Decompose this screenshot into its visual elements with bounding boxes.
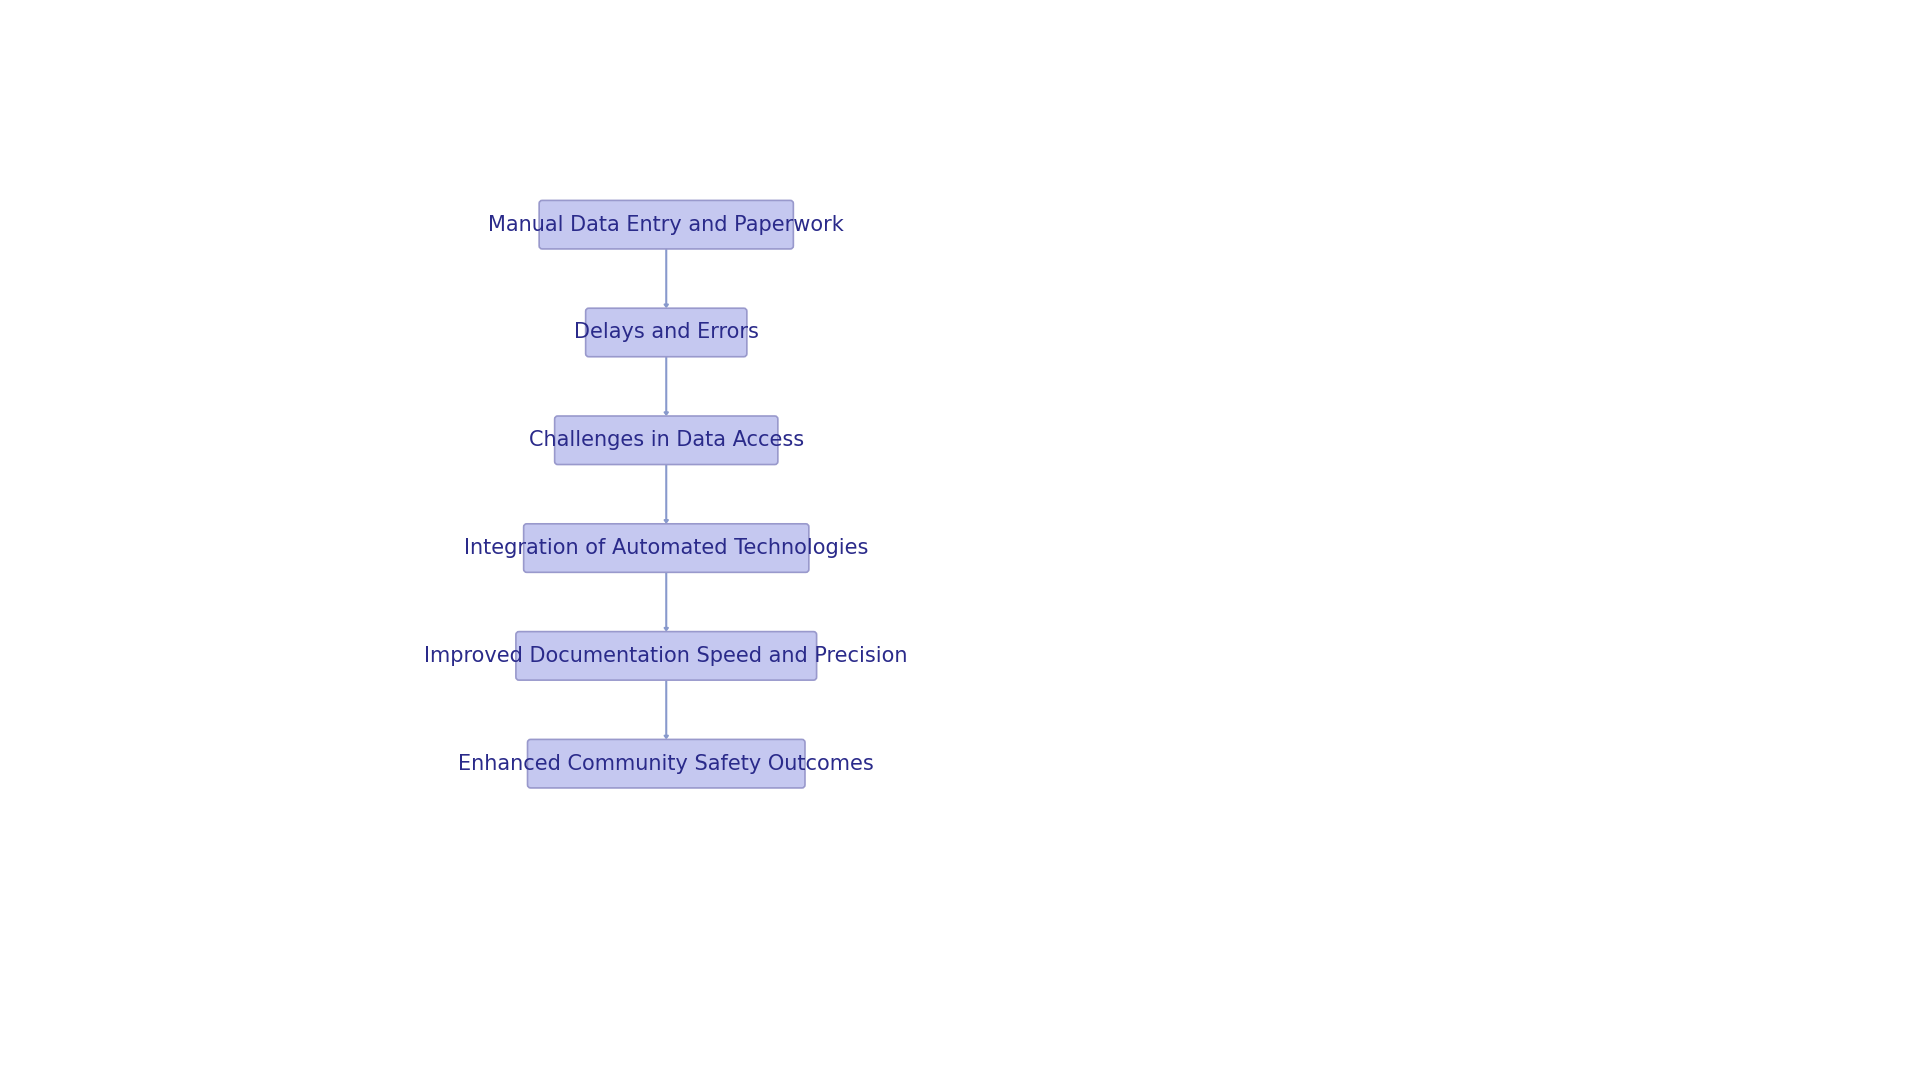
FancyBboxPatch shape	[516, 631, 816, 680]
FancyBboxPatch shape	[524, 524, 808, 572]
Text: Manual Data Entry and Paperwork: Manual Data Entry and Paperwork	[488, 214, 845, 235]
Text: Challenges in Data Access: Challenges in Data Access	[528, 430, 804, 451]
Text: Improved Documentation Speed and Precision: Improved Documentation Speed and Precisi…	[424, 645, 908, 666]
FancyBboxPatch shape	[528, 740, 804, 788]
FancyBboxPatch shape	[586, 309, 747, 356]
Text: Delays and Errors: Delays and Errors	[574, 323, 758, 342]
Text: Integration of Automated Technologies: Integration of Automated Technologies	[465, 538, 868, 558]
Text: Enhanced Community Safety Outcomes: Enhanced Community Safety Outcomes	[459, 754, 874, 773]
FancyBboxPatch shape	[540, 200, 793, 249]
FancyBboxPatch shape	[555, 416, 778, 465]
